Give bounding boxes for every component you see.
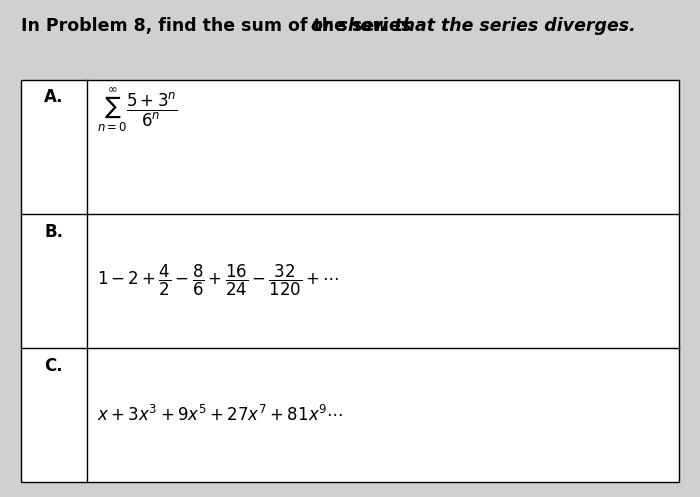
Text: $\sum_{n=0}^{\infty} \dfrac{5+3^n}{6^n}$: $\sum_{n=0}^{\infty} \dfrac{5+3^n}{6^n}$	[97, 85, 178, 134]
Text: A.: A.	[44, 88, 64, 106]
Text: In Problem 8, find the sum of the series: In Problem 8, find the sum of the series	[21, 17, 417, 35]
Text: C.: C.	[45, 357, 63, 375]
Text: $1 - 2 + \dfrac{4}{2} - \dfrac{8}{6} + \dfrac{16}{24} - \dfrac{32}{120} + \cdots: $1 - 2 + \dfrac{4}{2} - \dfrac{8}{6} + \…	[97, 263, 340, 298]
Text: $x + 3x^3 + 9x^5 + 27x^7 + 81x^9 \cdots$: $x + 3x^3 + 9x^5 + 27x^7 + 81x^9 \cdots$	[97, 405, 344, 425]
Text: or show that the series diverges.: or show that the series diverges.	[312, 17, 636, 35]
Bar	[21, 80, 679, 482]
Text: B.: B.	[44, 223, 64, 241]
